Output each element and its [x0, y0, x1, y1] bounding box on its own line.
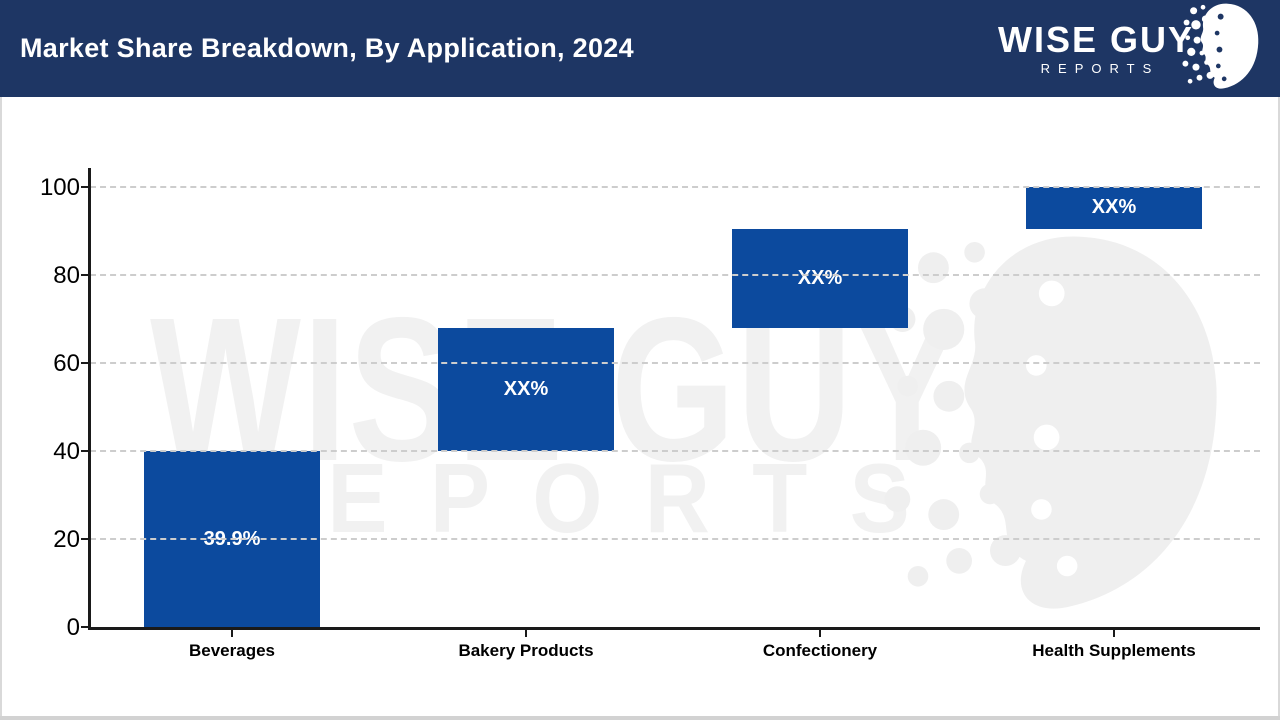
y-tick-label: 100 [39, 174, 80, 201]
y-tick-label: 0 [66, 614, 80, 641]
bar-value-label: XX% [503, 378, 549, 401]
watermark-subtitle: REPORTS [220, 443, 953, 553]
x-tick [1113, 629, 1115, 637]
chart-canvas: WISE GUY REPORTS 39.9% Beverages XX% Bakery… [0, 97, 1280, 720]
grid-line [90, 450, 1260, 452]
y-axis-line [88, 168, 91, 629]
dot-face-logo-icon [1182, 0, 1266, 98]
grid-line [90, 274, 1260, 276]
bar: XX% [438, 327, 614, 452]
watermark-face-icon [882, 172, 1242, 677]
y-tick [81, 450, 90, 452]
bar: XX% [732, 228, 908, 328]
x-axis-line [88, 627, 1260, 630]
brand-logo: WISE GUY REPORTS [998, 0, 1280, 98]
grid-line [90, 538, 1260, 540]
x-tick [231, 629, 233, 637]
chart-title: Market Share Breakdown, By Application, … [20, 33, 634, 63]
y-tick-label: 60 [53, 350, 80, 377]
header-bar: Market Share Breakdown, By Application, … [0, 0, 1280, 97]
grid-line [90, 362, 1260, 364]
y-tick [81, 538, 90, 540]
x-tick [525, 629, 527, 637]
logo-wordmark: WISE GUY [997, 18, 1194, 60]
y-tick [81, 274, 90, 276]
bar-value-label: XX% [797, 266, 843, 289]
bar-value-label: XX% [1091, 196, 1137, 219]
y-tick [81, 186, 90, 188]
y-tick [81, 626, 90, 628]
y-tick [81, 362, 90, 364]
x-tick-label: Confectionery [762, 641, 878, 660]
logo-subtitle: REPORTS [1040, 60, 1160, 76]
x-tick [819, 629, 821, 637]
x-tick-label: Bakery Products [458, 641, 594, 660]
y-tick-label: 80 [53, 262, 80, 289]
y-tick-label: 20 [53, 526, 80, 553]
x-tick-label: Health Supplements [1032, 641, 1196, 660]
y-tick-label: 40 [53, 438, 80, 465]
bottom-border [0, 716, 1280, 720]
grid-line [90, 186, 1260, 188]
x-tick-label: Beverages [188, 641, 275, 660]
bar: XX% [1026, 187, 1202, 229]
